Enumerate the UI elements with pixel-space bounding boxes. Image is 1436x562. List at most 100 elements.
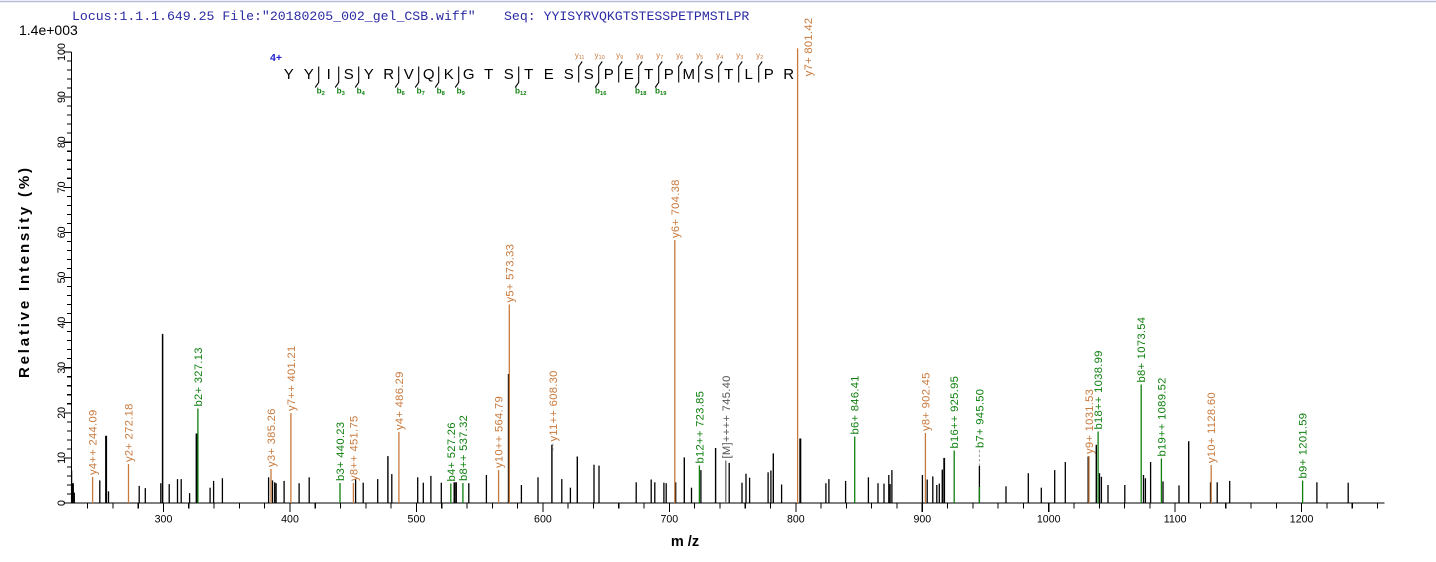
svg-text:y10+ 1128.60: y10+ 1128.60	[1206, 392, 1218, 463]
svg-text:K: K	[444, 66, 454, 83]
svg-text:1200: 1200	[1290, 514, 1314, 526]
svg-text:1.4e+003: 1.4e+003	[19, 22, 78, 38]
svg-text:b6: b6	[397, 87, 406, 97]
svg-text:y4++ 244.09: y4++ 244.09	[88, 409, 100, 475]
svg-text:y3: y3	[736, 51, 743, 61]
svg-text:b2+ 327.13: b2+ 327.13	[193, 347, 205, 406]
svg-text:y3+ 385.26: y3+ 385.26	[266, 408, 278, 467]
svg-text:y2: y2	[756, 51, 763, 61]
svg-text:b9: b9	[457, 87, 466, 97]
svg-text:700: 700	[660, 514, 678, 526]
svg-text:y11++ 608.30: y11++ 608.30	[548, 370, 560, 441]
svg-text:S: S	[344, 66, 354, 83]
svg-text:y4: y4	[716, 51, 723, 61]
svg-text:y8: y8	[636, 51, 643, 61]
svg-text:y6: y6	[676, 51, 683, 61]
svg-text:R: R	[383, 66, 394, 83]
svg-text:Locus:1.1.1.649.25 File:"20180: Locus:1.1.1.649.25 File:"20180205_002_ge…	[72, 9, 476, 24]
svg-text:y9: y9	[616, 51, 623, 61]
svg-text:Seq: YYISYRVQKGTSTESSPETPMSTLP: Seq: YYISYRVQKGTSTESSPETPMSTLPR	[504, 9, 749, 24]
svg-text:T: T	[644, 66, 653, 83]
svg-text:500: 500	[408, 514, 426, 526]
svg-text:y7+ 801.42: y7+ 801.42	[803, 18, 815, 77]
svg-text:E: E	[624, 66, 634, 83]
svg-text:P: P	[604, 66, 614, 83]
svg-text:y7: y7	[656, 51, 663, 61]
svg-text:b18: b18	[635, 87, 647, 97]
svg-text:y5: y5	[696, 51, 703, 61]
svg-text:b12++ 723.85: b12++ 723.85	[694, 391, 706, 464]
svg-text:E: E	[544, 66, 554, 83]
svg-text:R: R	[783, 66, 794, 83]
svg-text:T: T	[724, 66, 733, 83]
svg-text:b4: b4	[357, 87, 366, 97]
svg-text:60: 60	[56, 226, 68, 238]
svg-text:V: V	[404, 66, 414, 83]
svg-text:T: T	[484, 66, 493, 83]
svg-text:m /z: m /z	[671, 534, 699, 550]
svg-text:S: S	[704, 66, 714, 83]
svg-text:b8++ 537.32: b8++ 537.32	[458, 415, 470, 481]
svg-text:Y: Y	[364, 66, 374, 83]
svg-text:600: 600	[534, 514, 552, 526]
svg-text:y7++ 401.21: y7++ 401.21	[286, 345, 298, 411]
svg-text:M: M	[682, 66, 695, 83]
svg-text:b16++ 925.95: b16++ 925.95	[949, 376, 961, 449]
svg-text:4+: 4+	[270, 52, 282, 64]
svg-text:800: 800	[787, 514, 805, 526]
svg-text:Y: Y	[284, 66, 294, 83]
svg-text:900: 900	[913, 514, 931, 526]
svg-text:Y: Y	[304, 66, 314, 83]
svg-text:Q: Q	[423, 66, 435, 83]
svg-text:b19: b19	[655, 87, 667, 97]
svg-text:b12: b12	[515, 87, 526, 97]
svg-text:100: 100	[56, 43, 68, 61]
svg-text:40: 40	[56, 317, 68, 329]
svg-text:b9+ 1201.59: b9+ 1201.59	[1298, 413, 1310, 479]
svg-text:b19++ 1089.52: b19++ 1089.52	[1156, 377, 1168, 456]
svg-text:G: G	[463, 66, 475, 83]
svg-text:P: P	[764, 66, 774, 83]
svg-text:b16: b16	[595, 87, 607, 97]
svg-text:70: 70	[56, 181, 68, 193]
svg-text:b18++ 1038.99: b18++ 1038.99	[1093, 350, 1105, 429]
svg-text:10: 10	[56, 452, 68, 464]
svg-text:Relative Intensity (%): Relative Intensity (%)	[16, 168, 33, 378]
svg-text:y6+ 704.38: y6+ 704.38	[670, 179, 682, 238]
svg-text:y10++ 564.79: y10++ 564.79	[494, 396, 506, 468]
svg-text:b6+ 846.41: b6+ 846.41	[850, 375, 862, 434]
svg-text:b4+ 527.26: b4+ 527.26	[446, 422, 458, 481]
svg-text:S: S	[584, 66, 594, 83]
svg-text:b7: b7	[417, 87, 425, 97]
svg-text:b2: b2	[317, 87, 325, 97]
svg-text:b8: b8	[437, 87, 446, 97]
svg-text:b3: b3	[337, 87, 346, 97]
svg-text:300: 300	[155, 514, 173, 526]
svg-text:I: I	[327, 66, 331, 83]
svg-text:y4+ 486.29: y4+ 486.29	[394, 371, 406, 430]
svg-text:P: P	[664, 66, 674, 83]
svg-text:[M]++++ 745.40: [M]++++ 745.40	[721, 375, 733, 458]
svg-text:y9+ 1031.53: y9+ 1031.53	[1084, 389, 1096, 454]
svg-text:L: L	[745, 66, 753, 83]
svg-text:S: S	[504, 66, 514, 83]
svg-text:T: T	[524, 66, 533, 83]
svg-text:y10: y10	[595, 51, 605, 61]
svg-text:80: 80	[56, 136, 68, 148]
svg-text:20: 20	[56, 407, 68, 419]
svg-text:b3+ 440.23: b3+ 440.23	[335, 422, 347, 481]
svg-text:y2+ 272.18: y2+ 272.18	[124, 403, 136, 462]
svg-text:1100: 1100	[1164, 514, 1187, 526]
svg-text:b7+ 945.50: b7+ 945.50	[974, 389, 986, 448]
svg-text:30: 30	[56, 362, 68, 374]
svg-text:50: 50	[56, 272, 68, 284]
svg-text:y5+ 573.33: y5+ 573.33	[504, 244, 516, 303]
svg-text:y8+ 902.45: y8+ 902.45	[920, 372, 932, 431]
svg-text:90: 90	[56, 91, 68, 103]
svg-text:1000: 1000	[1037, 514, 1061, 526]
svg-text:0: 0	[56, 500, 68, 506]
svg-text:400: 400	[281, 514, 299, 526]
svg-text:y8++ 451.75: y8++ 451.75	[348, 415, 360, 481]
svg-text:S: S	[564, 66, 574, 83]
svg-text:b8+ 1073.54: b8+ 1073.54	[1136, 317, 1148, 383]
